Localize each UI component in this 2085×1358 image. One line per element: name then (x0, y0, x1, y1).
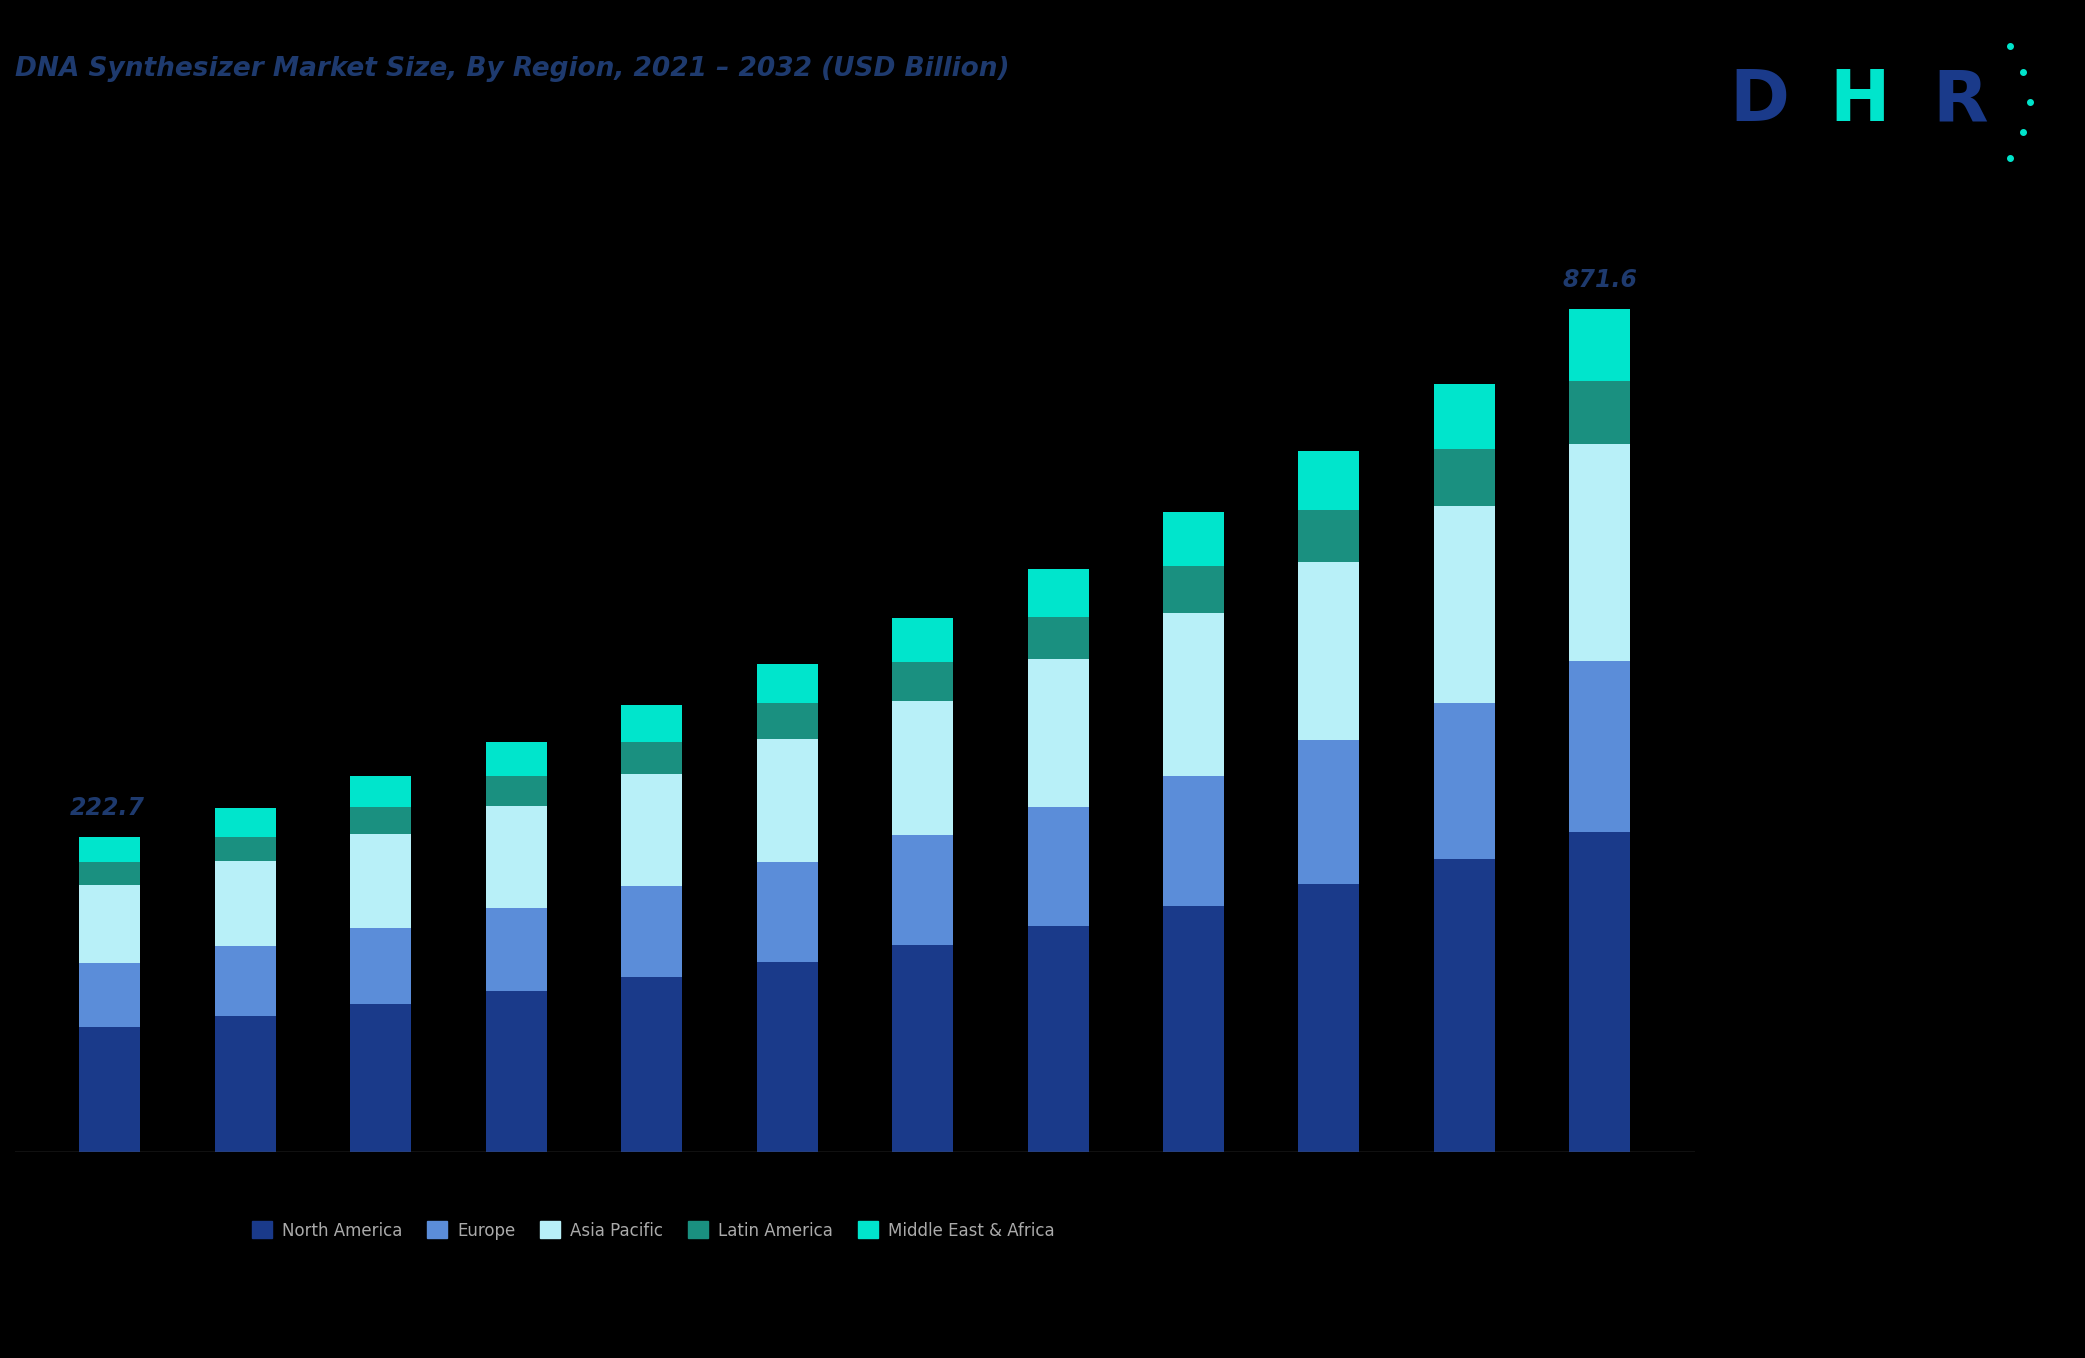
Bar (215, 947, 275, 1016)
Bar (215, 1016, 275, 1152)
Bar (215, 861, 275, 947)
Bar (350, 928, 411, 1004)
Bar (1163, 612, 1224, 775)
Bar (1028, 569, 1088, 617)
Bar (757, 862, 817, 961)
Bar (892, 618, 953, 663)
Text: H: H (1829, 68, 1891, 136)
Bar (1163, 566, 1224, 612)
Bar (1570, 444, 1630, 661)
Bar (350, 834, 411, 928)
Bar (1299, 884, 1359, 1152)
Bar (757, 739, 817, 862)
Bar (350, 807, 411, 834)
Bar (1028, 926, 1088, 1152)
Bar (79, 837, 140, 862)
Bar (621, 705, 682, 741)
Bar (215, 808, 275, 837)
Bar (486, 741, 546, 775)
Bar (1028, 617, 1088, 660)
Bar (1434, 507, 1495, 703)
Bar (621, 774, 682, 887)
Bar (1570, 661, 1630, 832)
Text: 871.6: 871.6 (1562, 268, 1637, 292)
Bar (1299, 451, 1359, 511)
Bar (1163, 512, 1224, 566)
Bar (1570, 382, 1630, 444)
Text: DNA Synthesizer Market Size, By Region, 2021 – 2032 (USD Billion): DNA Synthesizer Market Size, By Region, … (15, 57, 1009, 83)
Bar (1299, 740, 1359, 884)
Legend: North America, Europe, Asia Pacific, Latin America, Middle East & Africa: North America, Europe, Asia Pacific, Lat… (246, 1214, 1061, 1247)
Bar (350, 1004, 411, 1152)
Bar (1570, 832, 1630, 1152)
Bar (1434, 449, 1495, 507)
Bar (892, 663, 953, 701)
Text: D: D (1731, 68, 1789, 136)
Bar (621, 741, 682, 774)
Bar (486, 991, 546, 1152)
Bar (79, 1027, 140, 1152)
Bar (757, 664, 817, 703)
Bar (1434, 384, 1495, 449)
Bar (757, 961, 817, 1152)
Bar (486, 805, 546, 907)
Bar (79, 963, 140, 1027)
Bar (892, 701, 953, 835)
Bar (215, 837, 275, 861)
Bar (1434, 860, 1495, 1152)
Bar (1163, 906, 1224, 1152)
Bar (79, 885, 140, 963)
Bar (621, 887, 682, 978)
Bar (892, 835, 953, 945)
Bar (1028, 660, 1088, 807)
Bar (1028, 807, 1088, 926)
Bar (1299, 561, 1359, 740)
Bar (486, 907, 546, 991)
Bar (1570, 310, 1630, 382)
Bar (1163, 775, 1224, 906)
Text: R: R (1933, 68, 1987, 136)
Bar (79, 862, 140, 885)
Text: 222.7: 222.7 (69, 796, 144, 820)
Bar (486, 775, 546, 805)
Bar (757, 703, 817, 739)
Bar (621, 978, 682, 1152)
Bar (1434, 703, 1495, 860)
Bar (350, 775, 411, 807)
Bar (892, 945, 953, 1152)
Bar (1299, 511, 1359, 561)
